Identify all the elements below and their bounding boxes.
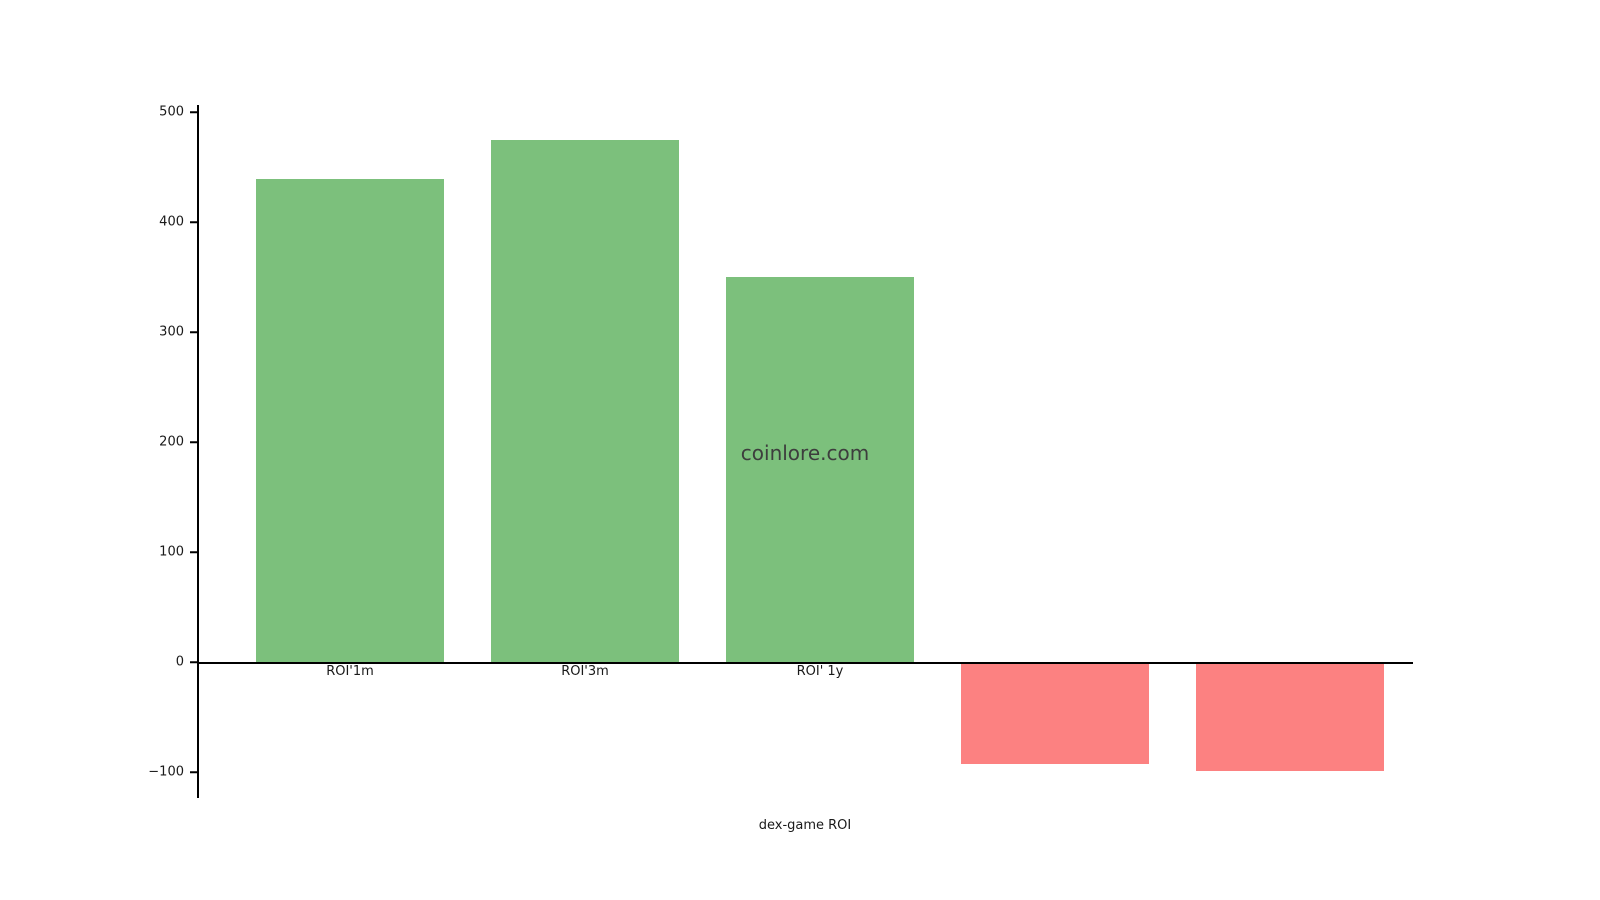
y-tick-mark — [190, 441, 197, 443]
y-tick-label: 100 — [159, 544, 184, 560]
x-axis-zero-line — [197, 662, 1413, 664]
x-tick-label: ROI'3m — [561, 664, 609, 679]
watermark-text: coinlore.com — [740, 441, 870, 465]
y-tick-label: 400 — [159, 214, 184, 230]
bar-ROI'1m — [256, 179, 444, 662]
y-tick-label: 300 — [159, 324, 184, 340]
bar-ROI' 1y — [726, 277, 914, 662]
y-tick-mark — [190, 661, 197, 663]
y-tick-mark — [190, 551, 197, 553]
y-tick-mark — [190, 771, 197, 773]
x-axis-label: dex-game ROI — [758, 818, 852, 833]
y-tick-label: 0 — [175, 654, 184, 670]
bar-neg-4 — [1196, 663, 1384, 772]
y-axis-line — [197, 105, 199, 798]
y-tick-label: 200 — [159, 434, 184, 450]
bar-neg-3 — [961, 663, 1149, 764]
y-tick-mark — [190, 331, 197, 333]
y-tick-label: −100 — [148, 764, 184, 780]
y-tick-label: 500 — [159, 104, 184, 120]
y-tick-mark — [190, 111, 197, 113]
bar-ROI'3m — [491, 139, 679, 662]
y-tick-mark — [190, 221, 197, 223]
x-tick-label: ROI'1m — [326, 664, 374, 679]
x-tick-label: ROI' 1y — [796, 664, 844, 679]
